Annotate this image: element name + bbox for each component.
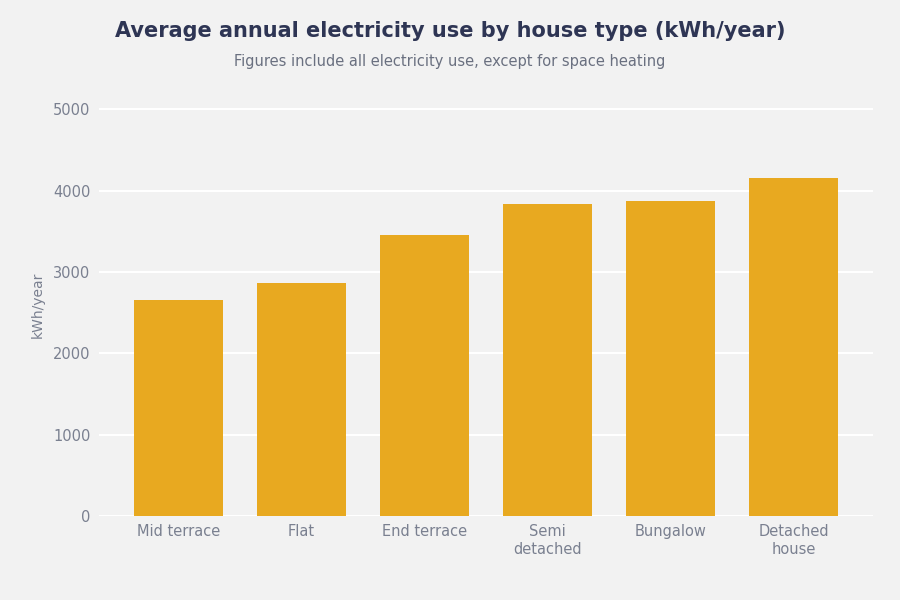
Text: Average annual electricity use by house type (kWh/year): Average annual electricity use by house … <box>115 21 785 41</box>
Bar <box>134 301 223 516</box>
Bar <box>380 235 469 516</box>
Text: Figures include all electricity use, except for space heating: Figures include all electricity use, exc… <box>234 54 666 69</box>
Bar <box>749 178 838 516</box>
Bar <box>626 201 715 516</box>
Bar <box>257 283 346 516</box>
Y-axis label: kWh/year: kWh/year <box>31 271 45 338</box>
Bar <box>503 203 592 516</box>
